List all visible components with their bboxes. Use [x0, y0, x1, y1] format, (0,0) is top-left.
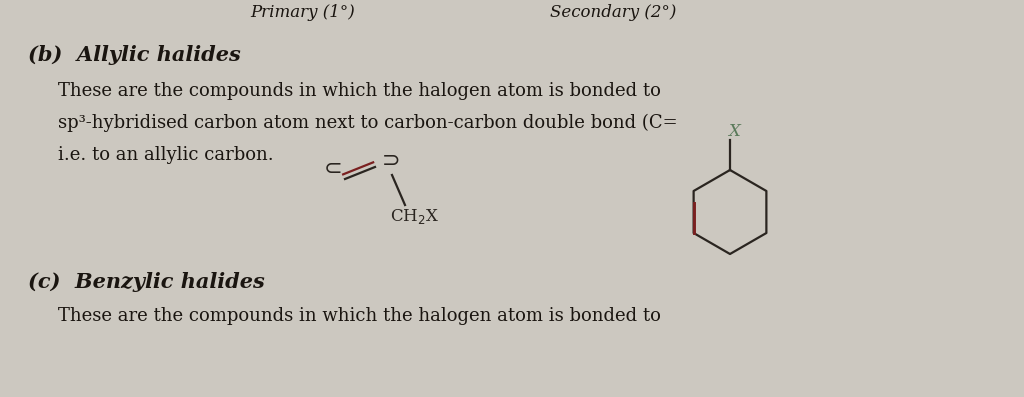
- Text: Primary (1°): Primary (1°): [250, 4, 354, 21]
- Text: CH$_2$X: CH$_2$X: [390, 207, 439, 226]
- Text: sp³-hybridised carbon atom next to carbon-carbon double bond (C=: sp³-hybridised carbon atom next to carbo…: [58, 114, 678, 132]
- Text: i.e. to an allylic carbon.: i.e. to an allylic carbon.: [58, 146, 273, 164]
- Text: (b)  Allylic halides: (b) Allylic halides: [28, 45, 241, 65]
- Text: Secondary (2°): Secondary (2°): [550, 4, 677, 21]
- Text: $\supset$: $\supset$: [377, 148, 399, 170]
- Text: These are the compounds in which the halogen atom is bonded to: These are the compounds in which the hal…: [58, 307, 660, 325]
- Text: X: X: [728, 123, 740, 141]
- Text: These are the compounds in which the halogen atom is bonded to: These are the compounds in which the hal…: [58, 82, 660, 100]
- Text: $\subset$: $\subset$: [318, 156, 341, 178]
- Text: (c)  Benzylic halides: (c) Benzylic halides: [28, 272, 265, 292]
